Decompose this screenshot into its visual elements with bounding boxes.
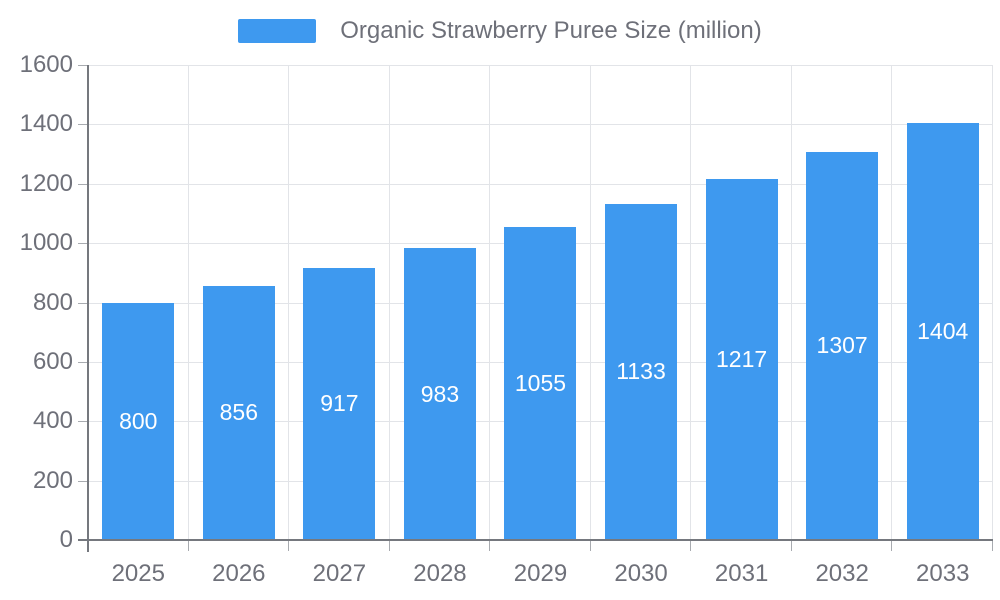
bar-2026[interactable]: 856	[202, 285, 275, 540]
y-tick-600	[78, 361, 88, 363]
y-tick-label-600: 600	[32, 347, 73, 375]
bar-slot-2029: 1055	[490, 65, 591, 540]
x-tick-4	[489, 540, 491, 551]
bar-value-label-2032: 1307	[816, 332, 868, 359]
bar-slot-2028: 983	[390, 65, 491, 540]
y-tick-1000	[78, 243, 88, 245]
gridline-y-1600	[88, 65, 993, 66]
gridline-x-9	[992, 65, 993, 540]
y-tick-1200	[78, 183, 88, 185]
x-tick-label-2032: 2032	[815, 560, 869, 587]
bar-value-label-2029: 1055	[514, 369, 567, 396]
bar-slot-2026: 856	[189, 65, 290, 540]
y-tick-200	[78, 480, 88, 482]
bar-2030[interactable]: 1133	[605, 203, 678, 540]
y-tick-800	[78, 302, 88, 304]
y-axis-labels: 0 200 400 600 800 1000 1200 1400 1600	[0, 53, 88, 552]
y-tick-label-1000: 1000	[19, 229, 73, 257]
plot-area: 800 856 917 983 1055 1133 1217 1307 1404	[78, 65, 993, 551]
x-tick-9	[992, 540, 993, 551]
bar-value-label-2025: 800	[119, 407, 158, 434]
x-tick-2	[288, 540, 290, 551]
bar-value-label-2027: 917	[320, 390, 359, 417]
y-tick-label-800: 800	[32, 288, 73, 316]
y-tick-400	[78, 421, 88, 423]
x-tick-8	[891, 540, 893, 551]
gridline-y-1400	[88, 124, 993, 126]
bar-slot-2031: 1217	[691, 65, 792, 540]
bar-slot-2025: 800	[88, 65, 189, 540]
legend[interactable]: Organic Strawberry Puree Size (million)	[0, 17, 1000, 45]
bar-slot-2033: 1404	[892, 65, 993, 540]
bar-value-label-2030: 1133	[616, 358, 666, 385]
bar-2028[interactable]: 983	[403, 248, 476, 540]
bar-value-label-2031: 1217	[716, 345, 768, 372]
x-tick-3	[388, 540, 390, 551]
y-tick-label-400: 400	[32, 407, 73, 435]
x-tick-label-2025: 2025	[111, 560, 165, 587]
y-tick-label-200: 200	[32, 466, 73, 494]
x-axis-labels: 2025 2026 2027 2028 2029 2030 2031 2032 2033	[88, 558, 993, 592]
x-axis-line	[78, 539, 993, 541]
x-tick-5	[589, 540, 591, 551]
gridline-y-1200	[88, 183, 993, 185]
bar-2027[interactable]: 917	[303, 267, 376, 540]
y-tick-label-1400: 1400	[19, 110, 73, 138]
bar-2029[interactable]: 1055	[504, 226, 577, 540]
y-tick-label-0: 0	[59, 526, 73, 553]
bar-2033[interactable]: 1404	[906, 123, 979, 540]
legend-swatch	[238, 19, 317, 43]
x-tick-label-2028: 2028	[413, 560, 467, 587]
bar-value-label-2033: 1404	[917, 318, 969, 345]
x-tick-label-2033: 2033	[916, 560, 970, 587]
bar-value-label-2026: 856	[219, 399, 258, 426]
gridline-x-2	[288, 65, 290, 540]
bar-2032[interactable]: 1307	[806, 151, 879, 540]
bar-slot-2032: 1307	[792, 65, 893, 540]
x-tick-label-2030: 2030	[614, 560, 668, 587]
y-tick-label-1600: 1600	[19, 51, 73, 78]
x-tick-label-2027: 2027	[312, 560, 367, 587]
y-tick-1400	[78, 124, 88, 126]
x-tick-label-2026: 2026	[212, 560, 266, 587]
bar-2031[interactable]: 1217	[705, 178, 778, 540]
x-tick-6	[690, 540, 692, 551]
legend-label: Organic Strawberry Puree Size (million)	[340, 17, 762, 44]
y-axis-line	[87, 65, 89, 552]
gridline-x-5	[589, 65, 591, 540]
x-tick-label-2029: 2029	[513, 560, 568, 587]
gridline-x-8	[891, 65, 893, 540]
gridline-x-4	[489, 65, 491, 540]
x-tick-label-2031: 2031	[714, 560, 769, 587]
gridline-x-1	[187, 65, 189, 540]
bar-slot-2027: 917	[289, 65, 390, 540]
gridline-x-7	[790, 65, 792, 540]
bar-value-label-2028: 983	[420, 380, 460, 407]
gridline-x-3	[388, 65, 390, 540]
bar-2025[interactable]: 800	[102, 302, 175, 540]
x-tick-1	[187, 540, 189, 551]
y-tick-1600	[78, 65, 88, 66]
x-tick-7	[790, 540, 792, 551]
bar-slot-2030: 1133	[591, 65, 692, 540]
y-tick-label-1200: 1200	[19, 169, 73, 197]
gridline-x-6	[690, 65, 692, 540]
